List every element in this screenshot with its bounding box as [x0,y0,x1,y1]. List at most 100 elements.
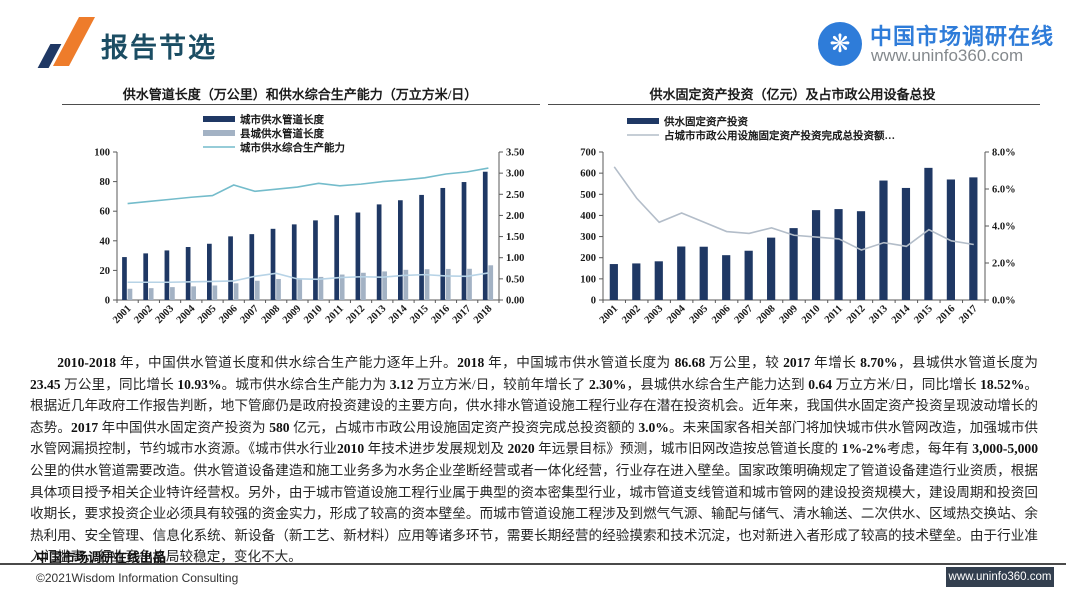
right-title-divider [548,104,1040,105]
bar-series-0 [609,167,978,300]
svg-text:600: 600 [580,169,596,180]
svg-text:0: 0 [591,296,596,307]
paragraph-text: 万公里，同比增长 [60,376,178,392]
svg-text:3.00: 3.00 [506,169,524,180]
paragraph-text: ，县城供水综合生产能力达到 [626,376,809,392]
paragraph-highlight: 2.30% [588,376,627,392]
accent-slash-orange-icon [52,17,96,66]
paragraph-highlight: 1%-2% [841,441,887,457]
paragraph-text: 亿元，占城市市政公用设施固定资产投资完成总投资额的 [289,419,639,435]
paragraph-text: 万立方米/日，同比增长 [832,376,981,392]
svg-text:占城市市政公用设施固定资产投资完成总投资额…: 占城市市政公用设施固定资产投资完成总投资额… [664,129,895,142]
page-title: 报告节选 [101,33,217,63]
footer-website-link[interactable]: www.uninfo360.com [946,567,1054,587]
footer-produced-by: 中国市场调研在线出品 [36,550,167,565]
paragraph-highlight: 2010 [336,441,365,457]
svg-text:2.0%: 2.0% [992,259,1016,270]
paragraph-highlight: 10.93% [177,376,222,392]
paragraph-highlight: 2017 [71,419,99,435]
paragraph-text: 万立方米/日，较前年增长了 [413,376,589,392]
paragraph-text: 。城市供水综合生产能力为 [221,376,390,392]
paragraph-highlight: 18.52% [980,376,1025,392]
svg-text:4.0%: 4.0% [992,222,1016,233]
paragraph-text: 考虑，每年有 [886,441,973,457]
line-series-1 [127,272,489,284]
paragraph-text: 年，中国城市供水管道长度为 [484,355,675,370]
svg-text:2012: 2012 [345,303,368,326]
paragraph-highlight: 2017 [783,355,811,370]
svg-text:60: 60 [100,207,111,218]
paragraph-text: 万公里，较 [705,355,784,370]
paragraph-text: 公里的供水管道需要改造。供水管道设备建造和施工业务多为水务企业垄断经营或者一体化… [30,462,1038,565]
svg-text:500: 500 [580,190,596,201]
svg-text:2006: 2006 [217,303,240,326]
paragraph-text: 年中国供水固定资产投资为 [98,419,270,435]
paragraph-highlight: 2010-2018 [57,355,117,370]
paragraph-highlight: 23.45 [30,376,61,392]
svg-text:2.00: 2.00 [506,211,524,222]
paragraph-text: ，县城供水管道长度为 [897,355,1038,370]
paragraph-highlight: 3,000-5,000 [972,441,1038,457]
brand-logo-icon: ❋ [818,22,862,66]
paragraph-highlight: 3.0% [638,419,669,435]
svg-text:200: 200 [580,253,596,264]
svg-text:300: 300 [580,232,596,243]
paragraph-highlight: 580 [269,419,290,435]
svg-text:城市供水综合生产能力: 城市供水综合生产能力 [240,141,345,154]
bar-series-0 [122,171,488,300]
svg-text:2005: 2005 [196,303,219,326]
svg-text:8.0%: 8.0% [992,148,1016,159]
bar-series-1 [127,265,494,300]
svg-text:1.50: 1.50 [506,232,524,243]
svg-text:2011: 2011 [324,303,346,325]
paragraph-highlight: 2020 [507,441,535,457]
svg-text:100: 100 [94,148,110,159]
svg-text:2014: 2014 [890,303,913,326]
svg-text:2009: 2009 [777,303,800,326]
svg-text:700: 700 [580,148,596,159]
svg-text:2017: 2017 [957,303,980,326]
svg-text:2008: 2008 [755,303,778,326]
fixed-asset-investment-chart: 0 100 200 300 400 500 600 700 0.0% 2.0% 4.0% 6.0% 8.… [580,115,1016,326]
footer-divider [0,563,1066,565]
svg-text:2014: 2014 [387,303,410,326]
paragraph-highlight: 2018 [457,355,485,370]
svg-text:0: 0 [105,296,110,307]
svg-text:2018: 2018 [472,303,495,326]
svg-text:2007: 2007 [733,303,756,326]
paragraph-highlight: 86.68 [674,355,706,370]
svg-text:2009: 2009 [281,303,304,326]
brand-website: www.uninfo360.com [871,46,1024,65]
footer-copyright: ©2021Wisdom Information Consulting [36,571,239,585]
svg-text:2011: 2011 [823,303,845,325]
svg-text:2015: 2015 [408,303,431,326]
line-series-0 [613,166,974,251]
paragraph-highlight: 0.64 [808,376,833,392]
svg-text:2008: 2008 [260,303,283,326]
analysis-paragraph: 2010-2018 年，中国供水管道长度和供水综合生产能力逐年上升。2018 年… [30,352,1038,568]
svg-text:2013: 2013 [867,303,890,326]
svg-text:2001: 2001 [111,303,134,326]
svg-text:2010: 2010 [302,303,325,326]
svg-text:0.00: 0.00 [506,296,524,307]
paragraph-highlight: 3.12 [389,376,414,392]
svg-text:2002: 2002 [132,303,155,326]
paragraph-text: 年，中国供水管道长度和供水综合生产能力逐年上升。 [116,355,458,370]
svg-text:2007: 2007 [238,303,261,326]
svg-text:40: 40 [100,236,111,247]
pipeline-length-capacity-chart: 0 20 40 60 80 100 0.00 0.50 1.00 1.50 2.00 2.50 3.00… [94,113,524,326]
svg-text:2003: 2003 [154,303,177,326]
left-chart-title: 供水管道长度（万公里）和供水综合生产能力（万立方米/日） [122,87,478,102]
paragraph-text: 。未来国家各相关部门将加快城市供水管网改造，加强城市供水管网漏损控制，节约城市水… [30,419,1039,457]
svg-text:80: 80 [100,177,111,188]
svg-text:2.50: 2.50 [506,190,524,201]
svg-text:2004: 2004 [175,303,198,326]
svg-text:2002: 2002 [620,303,643,326]
svg-text:3.50: 3.50 [506,148,524,159]
svg-text:2004: 2004 [665,303,688,326]
svg-text:2013: 2013 [366,303,389,326]
svg-text:0.0%: 0.0% [992,296,1016,307]
svg-text:2015: 2015 [912,303,935,326]
brand-name: 中国市场调研在线 [870,24,1055,49]
svg-text:2016: 2016 [935,303,958,326]
